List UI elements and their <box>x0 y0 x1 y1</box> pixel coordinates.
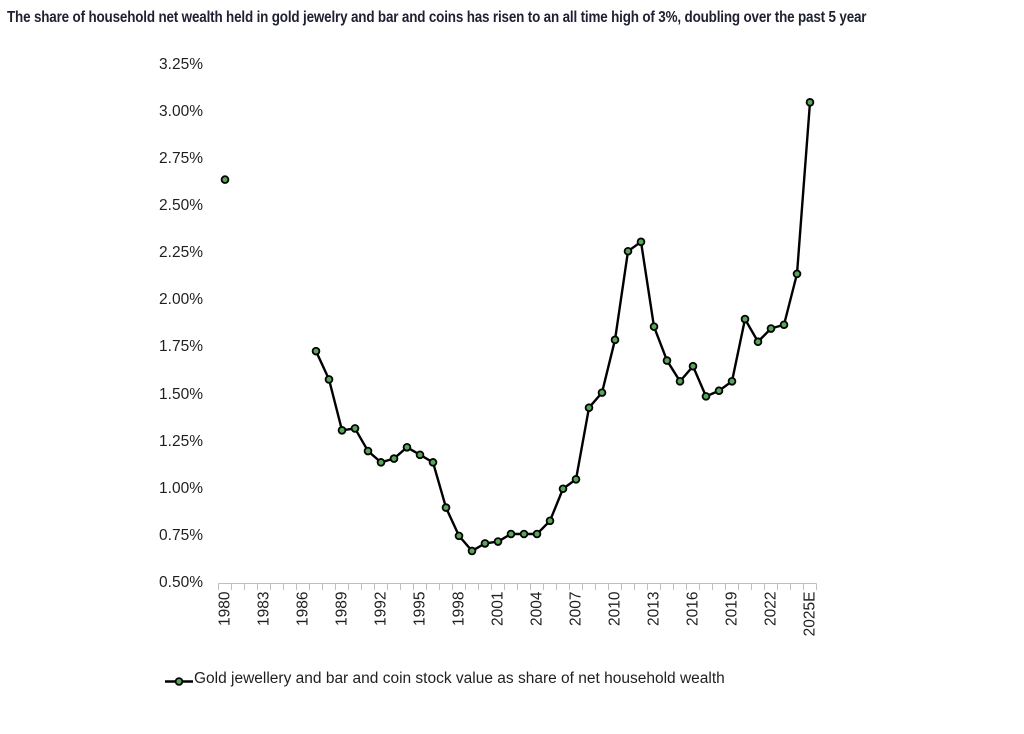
legend-marker-icon <box>165 677 193 686</box>
y-axis-label: 2.50% <box>159 197 203 214</box>
data-point <box>389 454 399 463</box>
line-chart-plot <box>218 98 817 590</box>
x-axis-label: 2022 <box>762 591 780 626</box>
y-axis-label: 2.25% <box>159 244 203 262</box>
x-axis-label: 1986 <box>294 591 312 626</box>
data-point <box>805 98 815 107</box>
y-axis-label: 0.75% <box>159 526 203 544</box>
x-axis-label: 1998 <box>450 591 468 626</box>
data-point <box>701 392 711 401</box>
y-axis-label: 1.75% <box>159 338 203 356</box>
data-point <box>454 531 464 541</box>
data-point <box>337 426 347 435</box>
data-point <box>753 337 763 347</box>
y-axis-label: 2.75% <box>159 149 203 167</box>
x-axis-label: 1980 <box>216 591 234 626</box>
data-point <box>532 529 542 539</box>
data-point <box>519 529 529 539</box>
data-point <box>324 375 334 384</box>
data-point <box>415 450 425 460</box>
data-point <box>623 246 633 256</box>
data-point <box>571 475 581 484</box>
data-point <box>220 175 230 184</box>
data-point <box>766 324 776 333</box>
x-axis-label: 1989 <box>333 591 351 626</box>
legend-label: Gold jewellery and bar and coin stock va… <box>194 670 725 687</box>
legend: Gold jewellery and bar and coin stock va… <box>164 668 850 691</box>
data-point <box>480 539 490 548</box>
data-point <box>714 386 724 396</box>
data-point <box>506 529 516 539</box>
data-point <box>363 446 373 456</box>
y-axis-label: 3.00% <box>159 102 203 120</box>
y-axis-label: 1.50% <box>159 385 203 403</box>
y-axis-label: 1.00% <box>159 479 203 497</box>
y-axis-label: 2.00% <box>159 291 203 309</box>
data-point <box>402 442 412 452</box>
data-point <box>649 322 659 331</box>
chart-title: The share of household net wealth held i… <box>7 9 867 26</box>
data-point <box>441 503 451 512</box>
data-point <box>636 237 646 247</box>
x-axis-label: 1992 <box>372 591 390 626</box>
data-point <box>662 356 672 365</box>
data-point <box>597 388 607 397</box>
x-axis-label: 2019 <box>723 591 741 626</box>
x-axis-label: 2007 <box>567 591 585 626</box>
data-point <box>467 546 477 556</box>
x-axis-label: 2025E <box>801 591 819 637</box>
data-point <box>350 424 360 433</box>
x-axis-label: 1983 <box>255 591 273 626</box>
data-point <box>675 377 685 386</box>
data-point <box>584 403 594 412</box>
data-point <box>428 458 438 467</box>
y-axis-label: 1.25% <box>159 432 203 450</box>
data-point <box>610 335 620 345</box>
data-point <box>792 269 802 279</box>
data-point <box>376 458 386 467</box>
data-point <box>727 377 737 386</box>
y-axis-label: 0.50% <box>159 574 203 591</box>
x-axis-label: 2016 <box>684 591 702 626</box>
x-axis-label: 2013 <box>645 591 663 626</box>
series-line <box>314 101 812 553</box>
data-point <box>688 361 698 371</box>
data-point <box>545 516 555 526</box>
data-point <box>779 320 789 330</box>
x-axis-label: 2010 <box>606 591 624 626</box>
data-point <box>493 537 503 546</box>
data-point <box>558 484 568 494</box>
x-axis-label: 2004 <box>528 591 546 626</box>
data-point <box>740 314 750 324</box>
data-point <box>311 346 321 356</box>
x-axis-label: 1995 <box>411 591 429 626</box>
x-axis-label: 2001 <box>489 591 507 626</box>
y-axis-label: 3.25% <box>159 55 203 73</box>
